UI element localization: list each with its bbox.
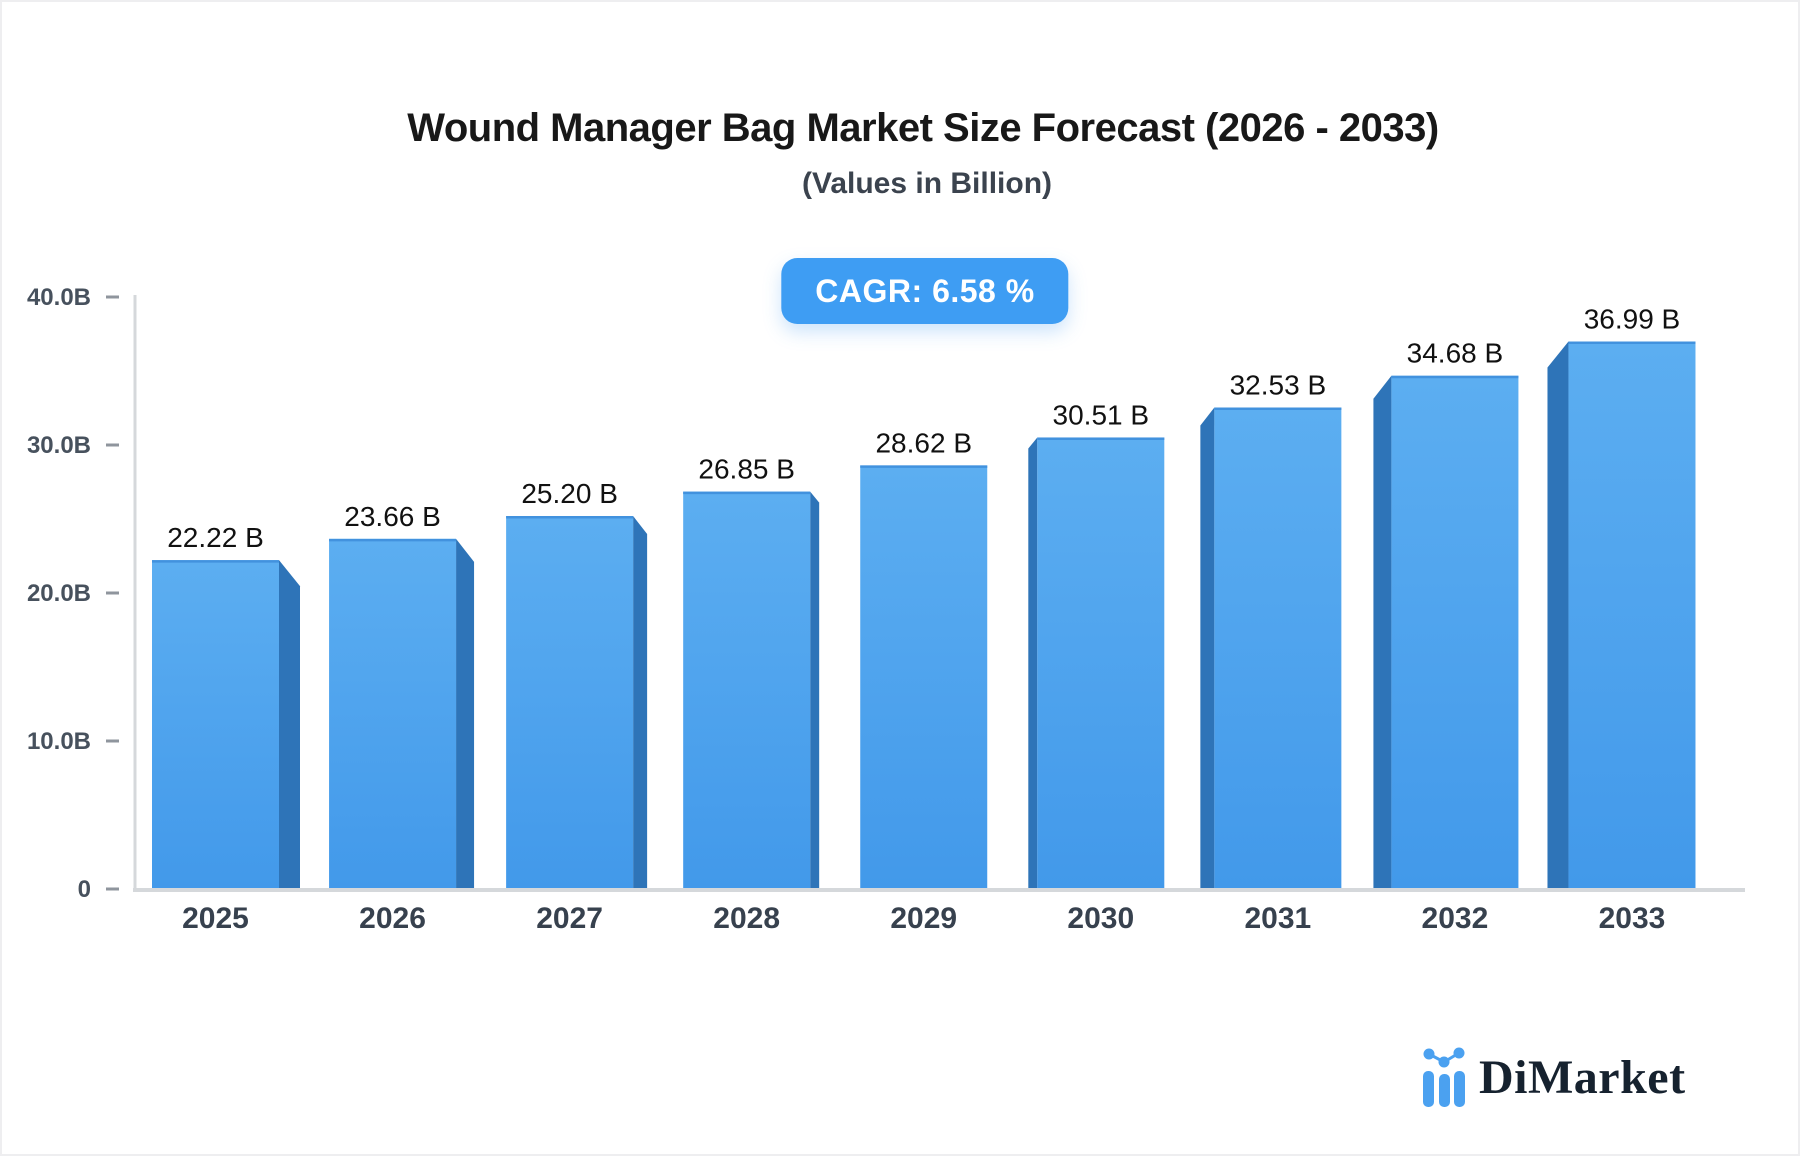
y-axis-label: 10.0B bbox=[27, 728, 91, 755]
bar-value-label: 32.53 B bbox=[1230, 370, 1327, 401]
chart-title: Wound Manager Bag Market Size Forecast (… bbox=[407, 106, 1439, 150]
bar-side-face bbox=[1373, 375, 1392, 890]
x-axis-label: 2032 bbox=[1422, 902, 1489, 935]
bar-value-label: 28.62 B bbox=[875, 427, 972, 458]
x-axis-label: 2030 bbox=[1067, 902, 1134, 935]
x-axis-label: 2025 bbox=[182, 902, 249, 935]
dimarket-logo-icon bbox=[1423, 1047, 1465, 1107]
bar-front-face bbox=[152, 560, 279, 889]
y-axis-label: 30.0B bbox=[27, 432, 91, 459]
bar-front-face bbox=[1391, 375, 1519, 890]
x-axis-label: 2028 bbox=[713, 902, 780, 935]
chart-subtitle: (Values in Billion) bbox=[801, 167, 1053, 200]
x-axis-label: 2027 bbox=[536, 902, 603, 935]
cagr-badge: CAGR: 6.58 % bbox=[781, 258, 1069, 324]
bar-2031: 32.53 B 2031 bbox=[1200, 370, 1342, 935]
bar-value-label: 22.22 B bbox=[167, 522, 264, 553]
x-axis-label: 2029 bbox=[890, 902, 957, 935]
bar-side-face bbox=[1200, 407, 1215, 889]
bar-2025: 22.22 B 2025 bbox=[152, 522, 300, 935]
bar-front-face bbox=[1568, 341, 1696, 890]
bar-side-face bbox=[279, 560, 300, 889]
bar-2029: 28.62 B 2029 bbox=[860, 427, 988, 935]
bar-front-face bbox=[860, 465, 988, 889]
bar-value-label: 26.85 B bbox=[698, 454, 795, 485]
x-axis-label: 2033 bbox=[1599, 902, 1666, 935]
bars-group: 22.22 B 2025 23.66 B 2026 25.20 B 2027 26.85 B… bbox=[152, 304, 1696, 935]
bar-value-label: 25.20 B bbox=[521, 478, 618, 509]
bar-2030: 30.51 B 2030 bbox=[1028, 399, 1165, 935]
bar-side-face bbox=[810, 491, 820, 889]
bar-front-face bbox=[506, 516, 634, 889]
bar-front-face bbox=[1037, 437, 1165, 889]
bar-value-label: 30.51 B bbox=[1053, 399, 1150, 430]
bar-2027: 25.20 B 2027 bbox=[506, 478, 648, 935]
bar-side-face bbox=[456, 538, 475, 889]
bar-side-face bbox=[633, 516, 648, 889]
bar-front-face bbox=[683, 491, 811, 889]
y-axis-label: 20.0B bbox=[27, 580, 91, 607]
bar-front-face bbox=[1214, 407, 1342, 889]
brand-logo: DiMarket bbox=[1423, 1042, 1686, 1112]
bar-2032: 34.68 B 2032 bbox=[1373, 338, 1519, 935]
bar-2026: 23.66 B 2026 bbox=[329, 501, 475, 935]
bar-side-face bbox=[1028, 437, 1038, 889]
bar-front-face bbox=[329, 538, 457, 889]
bar-value-label: 23.66 B bbox=[344, 501, 441, 532]
y-axis-label: 40.0B bbox=[27, 284, 91, 311]
x-axis-label: 2026 bbox=[359, 902, 426, 935]
bar-value-label: 34.68 B bbox=[1407, 338, 1504, 369]
brand-name: DiMarket bbox=[1479, 1050, 1686, 1104]
bar-side-face bbox=[1547, 341, 1569, 890]
bar-2033: 36.99 B 2033 bbox=[1547, 304, 1696, 935]
y-axis-label: 0 bbox=[78, 876, 91, 903]
bar-value-label: 36.99 B bbox=[1584, 304, 1681, 335]
x-axis-label: 2031 bbox=[1244, 902, 1311, 935]
bar-2028: 26.85 B 2028 bbox=[683, 454, 820, 935]
